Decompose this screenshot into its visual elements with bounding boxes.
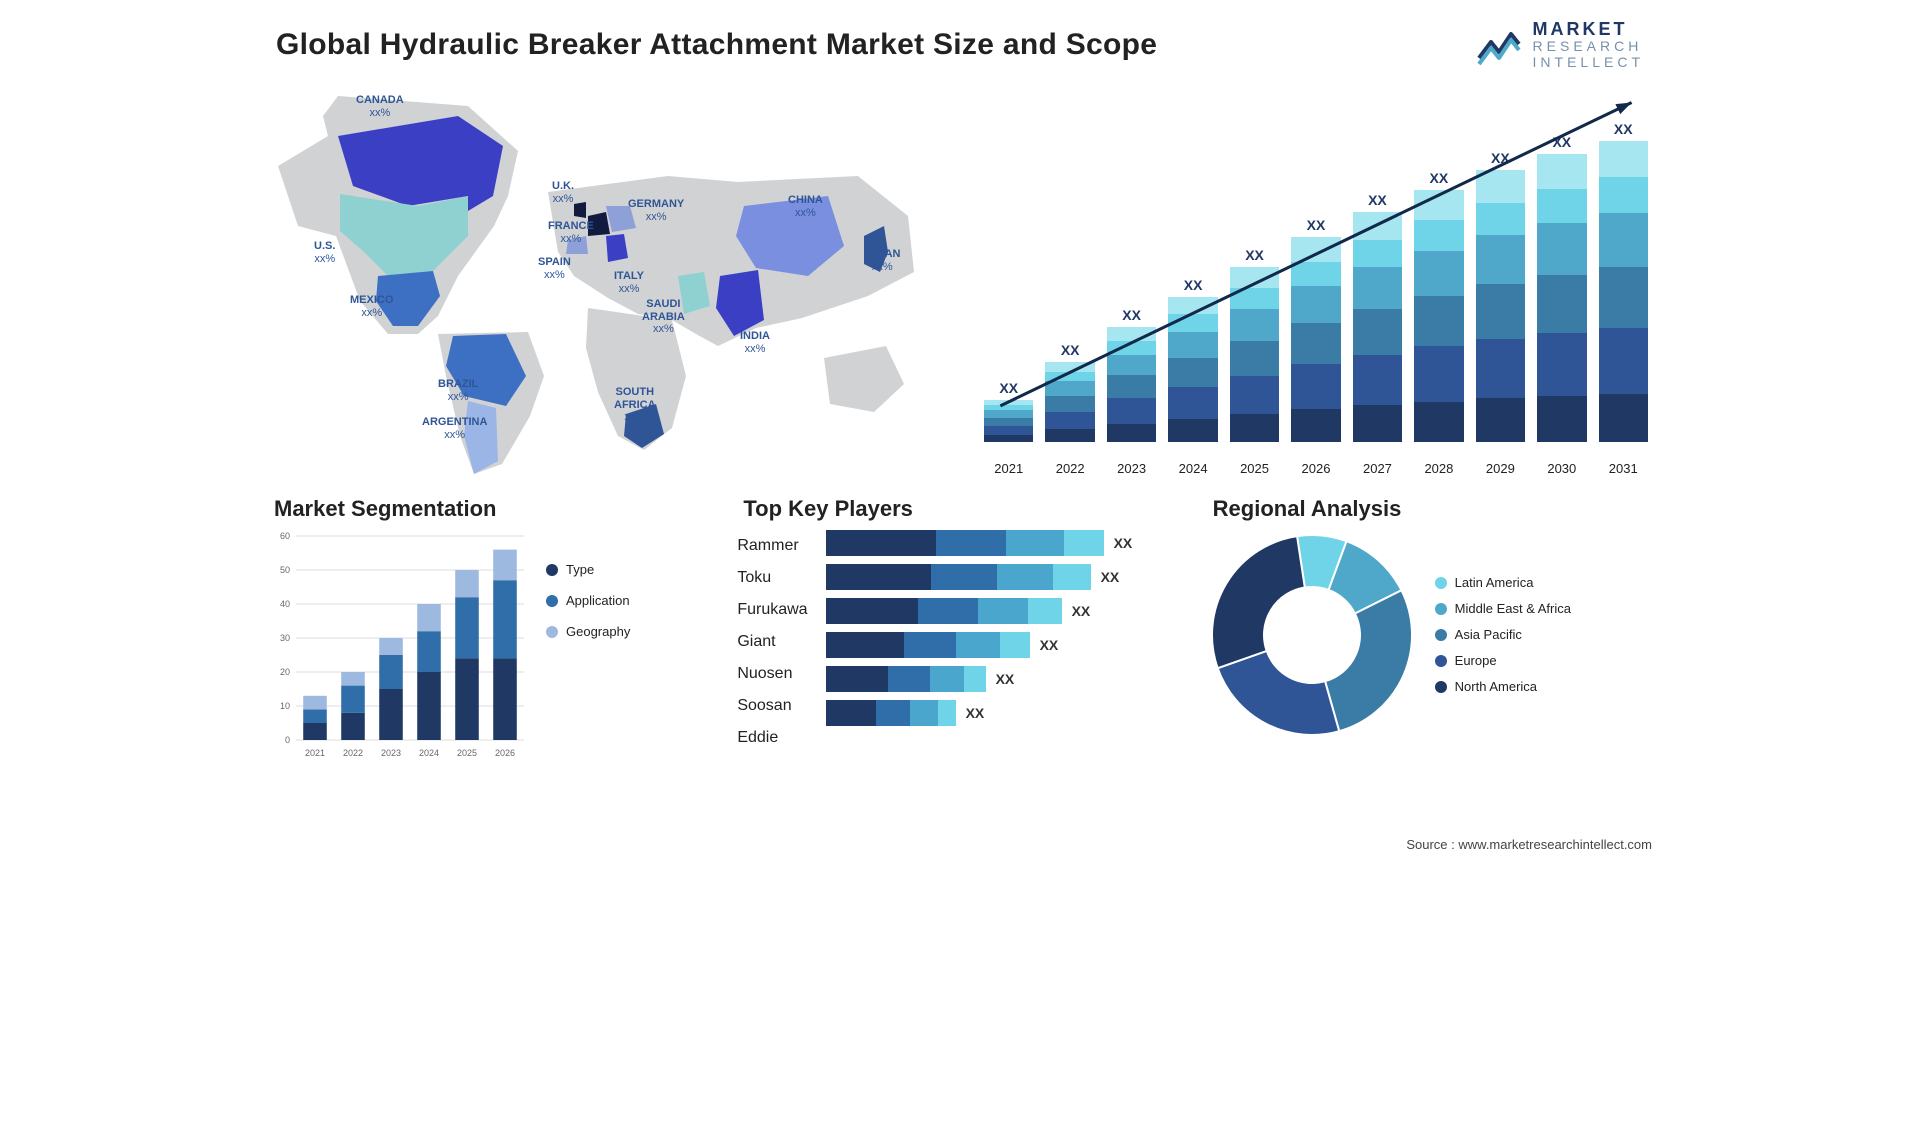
svg-text:20: 20 [280,667,290,677]
growth-year-label: 2027 [1353,461,1402,476]
segmentation-title: Market Segmentation [274,496,713,522]
map-label: SPAINxx% [538,256,571,281]
map-label: GERMANYxx% [628,198,684,223]
growth-bar-label: XX [1491,150,1510,166]
map-label: U.K.xx% [552,180,574,205]
growth-bar [1414,190,1463,442]
svg-text:2026: 2026 [495,748,515,758]
growth-bar-label: XX [1061,342,1080,358]
growth-bar [1476,170,1525,442]
map-label: CHINAxx% [788,194,823,219]
map-label: ARGENTINAxx% [422,416,487,441]
player-bar-row: XX [826,632,1126,658]
growth-bar-label: XX [1430,170,1449,186]
segmentation-legend-item: Type [546,554,630,585]
growth-bar [1537,154,1586,442]
growth-chart: XX XX XX XX XX XX XX XX XX XX XX 2021 2022 2023 2024 2… [980,76,1652,476]
growth-bar-label: XX [1184,277,1203,293]
growth-bar [1291,237,1340,442]
growth-bar [1230,267,1279,442]
players-title: Top Key Players [743,496,1182,522]
growth-bar [1107,327,1156,442]
growth-bar [1599,141,1648,442]
regional-legend-item: Europe [1435,648,1571,674]
svg-text:30: 30 [280,633,290,643]
map-label: U.S.xx% [314,240,335,265]
page-title: Global Hydraulic Breaker Attachment Mark… [276,28,1157,62]
source-footer: Source : www.marketresearchintellect.com [1406,837,1652,852]
svg-text:2023: 2023 [381,748,401,758]
svg-text:40: 40 [280,599,290,609]
growth-year-label: 2028 [1414,461,1463,476]
map-label: JAPANxx% [864,248,900,273]
growth-year-label: 2023 [1107,461,1156,476]
player-bar-row: XX [826,564,1126,590]
growth-bar-label: XX [1245,247,1264,263]
players-panel: Top Key Players RammerTokuFurukawaGiantN… [737,492,1182,760]
map-label: INDIAxx% [740,330,770,355]
map-label: MEXICOxx% [350,294,393,319]
regional-legend-item: Middle East & Africa [1435,596,1571,622]
map-label: SAUDIARABIAxx% [642,298,685,336]
growth-year-label: 2026 [1291,461,1340,476]
growth-year-label: 2024 [1168,461,1217,476]
player-name: Soosan [737,690,807,722]
growth-bar [1353,212,1402,442]
map-label: FRANCExx% [548,220,594,245]
world-map: CANADAxx% U.S.xx% MEXICOxx% BRAZILxx% ARGENT… [268,76,968,476]
regional-legend-item: Asia Pacific [1435,622,1571,648]
growth-bar-label: XX [1552,134,1571,150]
growth-bar [1168,297,1217,442]
svg-text:2024: 2024 [419,748,439,758]
regional-legend-item: North America [1435,674,1571,700]
svg-text:50: 50 [280,565,290,575]
growth-year-label: 2025 [1230,461,1279,476]
growth-bar-label: XX [1122,307,1141,323]
segmentation-panel: Market Segmentation 0 10 20 30 40 50 60 2021 202… [268,492,713,760]
segmentation-legend-item: Application [546,585,630,616]
map-label: BRAZILxx% [438,378,478,403]
map-label: CANADAxx% [356,94,404,119]
growth-year-label: 2029 [1476,461,1525,476]
svg-text:0: 0 [285,735,290,745]
growth-year-label: 2022 [1045,461,1094,476]
segmentation-legend-item: Geography [546,616,630,647]
svg-text:10: 10 [280,701,290,711]
player-bar-row: XX [826,700,1126,726]
regional-legend-item: Latin America [1435,570,1571,596]
svg-text:2021: 2021 [305,748,325,758]
growth-year-label: 2031 [1599,461,1648,476]
player-bar-row: XX [826,598,1126,624]
map-label: ITALYxx% [614,270,644,295]
brand-line-2: RESEARCH [1533,39,1644,54]
growth-bar-label: XX [1614,121,1633,137]
growth-year-label: 2021 [984,461,1033,476]
regional-title: Regional Analysis [1213,496,1652,522]
brand-line-1: MARKET [1533,20,1644,39]
player-name: Rammer [737,530,807,562]
player-bar-row: XX [826,530,1126,556]
brand-logo: MARKET RESEARCH INTELLECT [1475,20,1652,70]
growth-bar-label: XX [1368,192,1387,208]
player-name: Nuosen [737,658,807,690]
player-bar-row: XX [826,666,1126,692]
svg-text:2022: 2022 [343,748,363,758]
svg-text:60: 60 [280,531,290,541]
brand-line-3: INTELLECT [1533,55,1644,70]
map-label: SOUTHAFRICAxx% [614,386,656,424]
growth-bar-label: XX [1307,217,1326,233]
player-name: Giant [737,626,807,658]
regional-panel: Regional Analysis Latin AmericaMiddle Ea… [1207,492,1652,760]
player-name: Toku [737,562,807,594]
growth-year-label: 2030 [1537,461,1586,476]
player-name: Eddie [737,722,807,754]
growth-bar [1045,362,1094,442]
growth-bar-label: XX [999,380,1018,396]
player-name: Furukawa [737,594,807,626]
svg-text:2025: 2025 [457,748,477,758]
growth-bar [984,400,1033,442]
